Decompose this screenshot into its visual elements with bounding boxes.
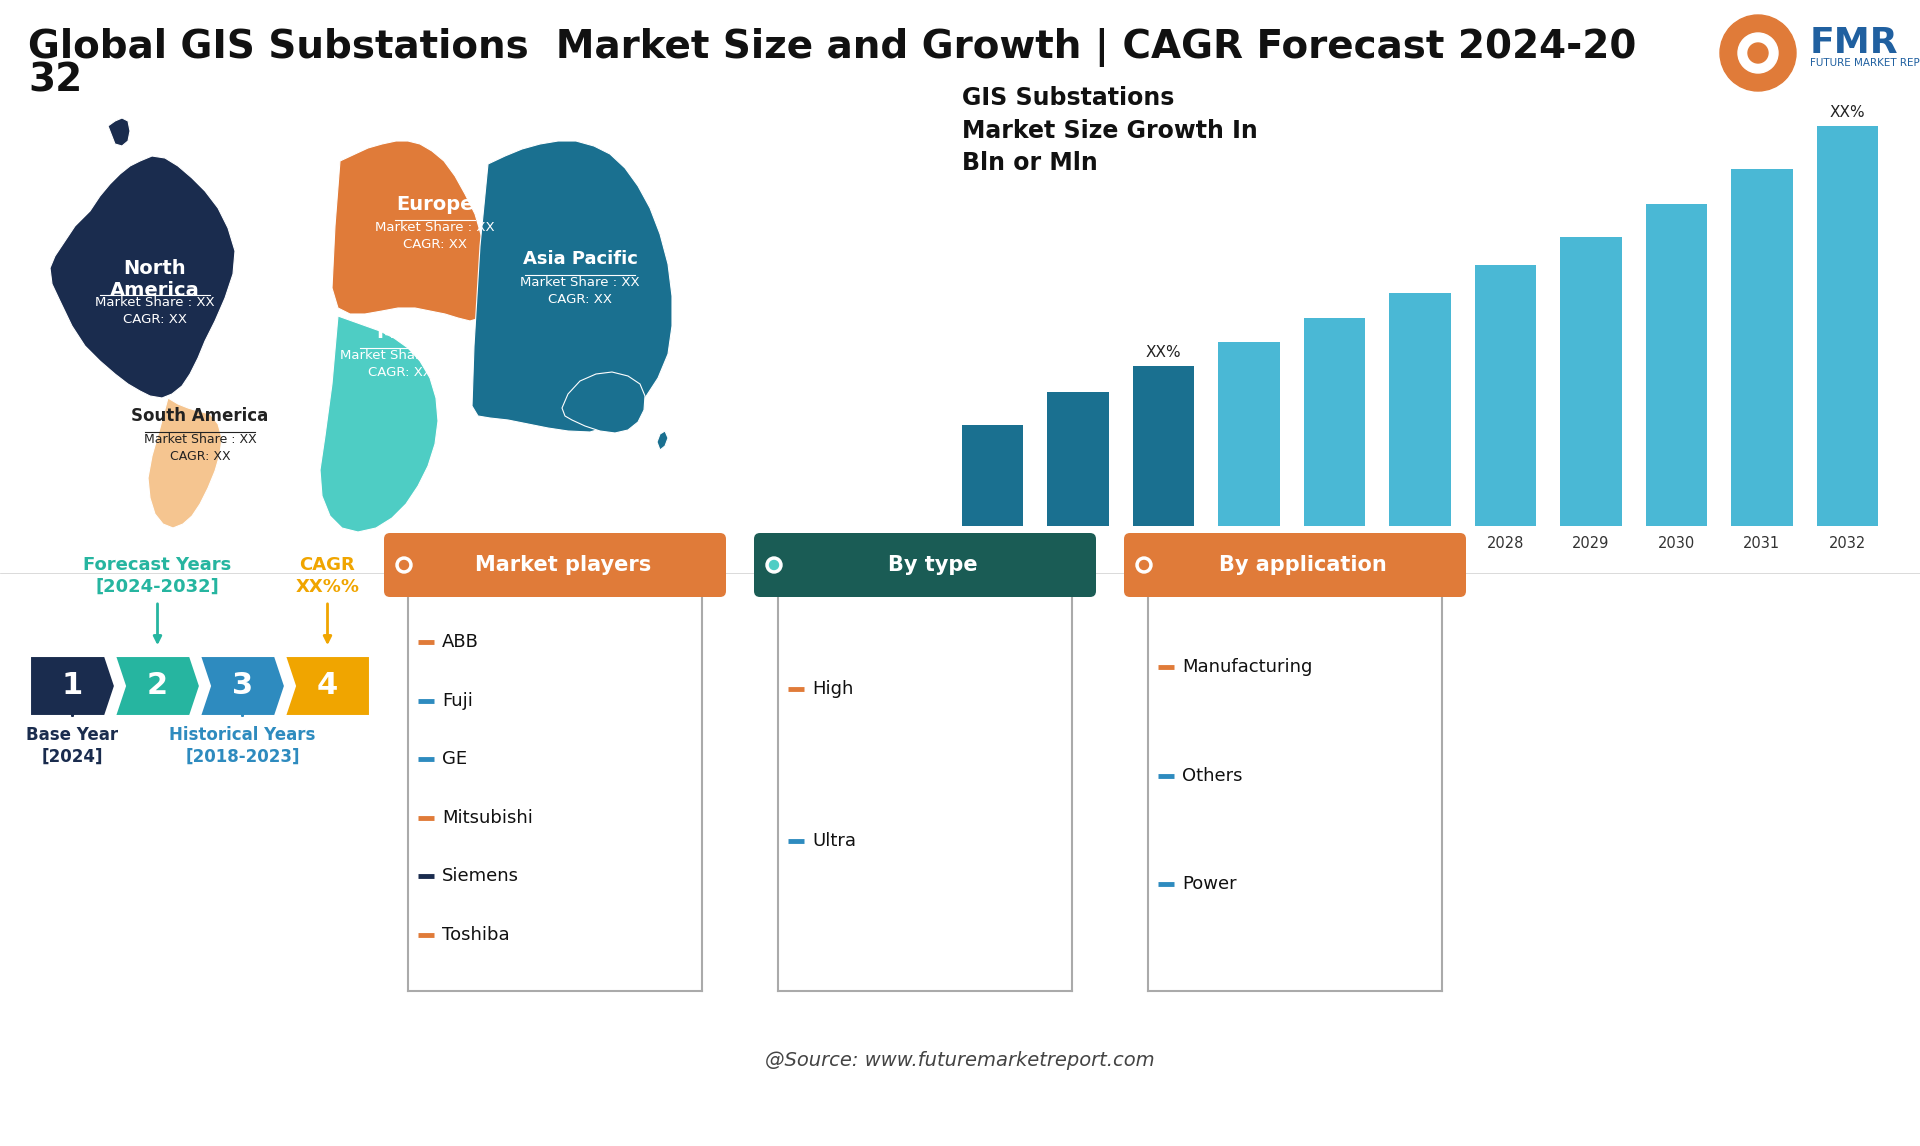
Text: Asia Pacific: Asia Pacific [522,250,637,268]
Text: XX%: XX% [1830,104,1864,120]
Text: South America: South America [131,407,269,425]
Circle shape [766,557,781,573]
Text: Others: Others [1183,767,1242,785]
Bar [1133,366,1194,526]
Text: Ultra: Ultra [812,832,856,850]
Bar [1304,319,1365,526]
Polygon shape [148,398,223,528]
Text: Manufacturing: Manufacturing [1183,658,1313,676]
Text: Market Share : XX
CAGR: XX: Market Share : XX CAGR: XX [520,276,639,306]
Text: @Source: www.futuremarketreport.com: @Source: www.futuremarketreport.com [766,1052,1154,1070]
Circle shape [770,560,778,570]
Text: XX%: XX% [1146,345,1181,360]
FancyBboxPatch shape [384,533,726,597]
Polygon shape [50,156,234,398]
Circle shape [399,560,409,570]
FancyBboxPatch shape [755,533,1096,597]
Polygon shape [472,141,672,432]
Text: 3: 3 [232,672,253,700]
Text: By type: By type [889,555,977,575]
Text: FMR: FMR [1811,26,1899,60]
Text: 2032: 2032 [1828,536,1866,551]
Text: CAGR
XX%%: CAGR XX%% [296,556,359,596]
Polygon shape [332,141,490,321]
Bar [1645,204,1707,526]
Bar [1816,126,1878,526]
Text: 2028: 2028 [1486,536,1524,551]
Polygon shape [200,656,284,716]
Text: Market Share : XX
CAGR: XX: Market Share : XX CAGR: XX [374,221,495,251]
Text: Mitsubishi: Mitsubishi [442,809,534,826]
Text: 2: 2 [148,672,169,700]
Text: Market Share : XX
CAGR: XX: Market Share : XX CAGR: XX [340,350,459,379]
Text: 2026: 2026 [1315,536,1354,551]
Text: 2022: 2022 [973,536,1012,551]
Circle shape [396,557,413,573]
Bar [1732,170,1793,526]
Circle shape [1720,15,1795,91]
Text: 2030: 2030 [1657,536,1695,551]
Text: 2024: 2024 [1144,536,1183,551]
Circle shape [1747,44,1768,63]
Text: Europe: Europe [396,195,474,213]
Text: By application: By application [1219,555,1386,575]
Polygon shape [108,118,131,146]
Text: ABB: ABB [442,634,478,651]
Polygon shape [563,372,645,433]
Text: 2029: 2029 [1572,536,1609,551]
Bar [1561,237,1622,526]
Text: Base Year
[2024]: Base Year [2024] [27,727,119,767]
FancyBboxPatch shape [1123,533,1467,597]
Circle shape [1139,560,1148,570]
Text: GIS Substations
Market Size Growth In
Bln or Mln: GIS Substations Market Size Growth In Bl… [962,86,1258,175]
Text: 1: 1 [61,672,83,700]
Polygon shape [284,656,371,716]
Polygon shape [321,316,438,532]
Text: Siemens: Siemens [442,868,518,885]
Circle shape [1137,557,1152,573]
Polygon shape [115,656,200,716]
Text: Market Share : XX
CAGR: XX: Market Share : XX CAGR: XX [96,296,215,325]
Text: Market Share : XX
CAGR: XX: Market Share : XX CAGR: XX [144,433,257,463]
Bar [1390,293,1452,526]
Text: 2023: 2023 [1060,536,1096,551]
Text: 2025: 2025 [1231,536,1267,551]
Text: MEA: MEA [376,322,424,342]
Circle shape [1738,33,1778,73]
Text: Global GIS Substations  Market Size and Growth | CAGR Forecast 2024-20: Global GIS Substations Market Size and G… [29,28,1636,66]
Text: 32: 32 [29,61,83,99]
Text: 4: 4 [317,672,338,700]
Text: Fuji: Fuji [442,692,472,709]
Text: Historical Years
[2018-2023]: Historical Years [2018-2023] [169,727,315,767]
Text: Toshiba: Toshiba [442,926,509,943]
Bar [1048,392,1110,526]
Text: High: High [812,680,852,698]
Text: Forecast Years
[2024-2032]: Forecast Years [2024-2032] [83,556,232,596]
Bar [962,425,1023,526]
Text: FUTURE MARKET REPORT: FUTURE MARKET REPORT [1811,58,1920,68]
Bar [1475,265,1536,526]
Text: GE: GE [442,751,467,768]
Text: Power: Power [1183,876,1236,894]
Text: Market players: Market players [474,555,651,575]
Polygon shape [657,431,668,450]
Polygon shape [31,656,115,716]
Text: North
America: North America [109,259,200,299]
Text: 2027: 2027 [1402,536,1438,551]
Text: 2031: 2031 [1743,536,1780,551]
Bar [1219,342,1281,526]
